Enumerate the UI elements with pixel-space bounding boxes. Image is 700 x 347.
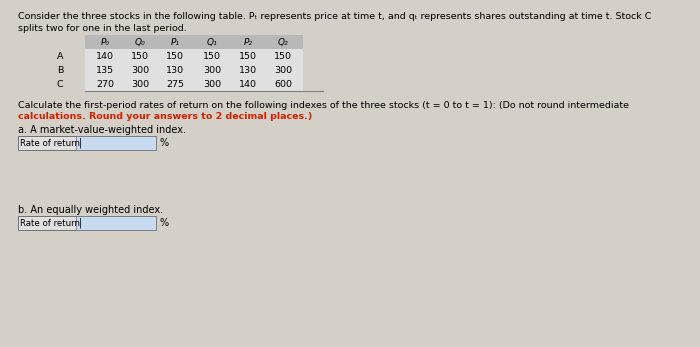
Text: 130: 130 (166, 66, 184, 75)
Text: 135: 135 (96, 66, 114, 75)
Bar (85, 35, 303, 49)
Text: 150: 150 (166, 51, 184, 60)
Text: P₁: P₁ (171, 37, 179, 46)
Text: 275: 275 (166, 79, 184, 88)
Text: |: | (79, 138, 83, 148)
Text: 150: 150 (131, 51, 149, 60)
Text: calculations. Round your answers to 2 decimal places.): calculations. Round your answers to 2 de… (18, 112, 312, 121)
Text: 140: 140 (96, 51, 114, 60)
Bar (18, 136, 156, 150)
Bar (85, 49, 303, 63)
Text: 140: 140 (239, 79, 257, 88)
Text: Q₂: Q₂ (278, 37, 288, 46)
Text: 300: 300 (274, 66, 292, 75)
Text: 300: 300 (203, 79, 221, 88)
Text: 270: 270 (96, 79, 114, 88)
Bar (76, 216, 156, 230)
Text: 150: 150 (203, 51, 221, 60)
Text: P₂: P₂ (244, 37, 253, 46)
Bar (85, 77, 303, 91)
Text: Consider the three stocks in the following table. Pₜ represents price at time t,: Consider the three stocks in the followi… (18, 12, 652, 21)
Text: 300: 300 (203, 66, 221, 75)
Text: 300: 300 (131, 79, 149, 88)
Text: a. A market-value-weighted index.: a. A market-value-weighted index. (18, 125, 186, 135)
Text: A: A (57, 51, 63, 60)
Text: Q₁: Q₁ (206, 37, 218, 46)
Bar (76, 136, 156, 150)
Bar (85, 63, 303, 77)
Bar (18, 216, 156, 230)
Text: Rate of return: Rate of return (20, 138, 80, 147)
Text: 150: 150 (274, 51, 292, 60)
Text: C: C (57, 79, 63, 88)
Text: P₀: P₀ (101, 37, 109, 46)
Text: |: | (79, 218, 83, 228)
Text: %: % (160, 218, 169, 228)
Text: %: % (160, 138, 169, 148)
Text: 300: 300 (131, 66, 149, 75)
Text: Calculate the first-period rates of return on the following indexes of the three: Calculate the first-period rates of retu… (18, 101, 629, 110)
Text: B: B (57, 66, 63, 75)
Text: 130: 130 (239, 66, 257, 75)
Text: Q₀: Q₀ (134, 37, 146, 46)
Text: b. An equally weighted index.: b. An equally weighted index. (18, 205, 163, 215)
Text: 600: 600 (274, 79, 292, 88)
Text: 150: 150 (239, 51, 257, 60)
Text: Rate of return: Rate of return (20, 219, 80, 228)
Text: splits two for one in the last period.: splits two for one in the last period. (18, 24, 187, 33)
